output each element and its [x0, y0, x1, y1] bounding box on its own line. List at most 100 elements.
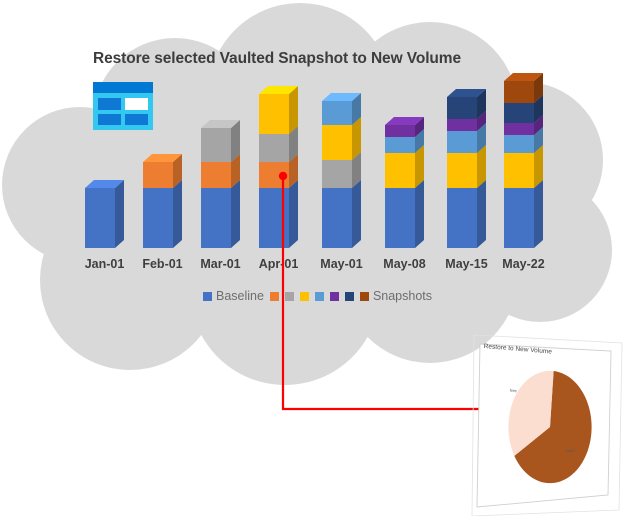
bar-segment-side [289, 154, 298, 188]
bar-3d-may-01 [322, 93, 361, 248]
bar-segment-front [504, 103, 534, 123]
dashboard-tiles-icon [93, 82, 153, 130]
inset-panel-frame [471, 334, 623, 517]
legend-item-series-6[interactable] [329, 291, 339, 301]
bar-may-22[interactable] [504, 0, 547, 516]
bar-segment-top [201, 120, 240, 128]
bar-segment-side [289, 86, 298, 134]
bar-segment-side [173, 154, 182, 188]
bar-feb-01[interactable] [143, 0, 186, 516]
bar-segment-side [415, 180, 424, 248]
bar-segment-front [447, 131, 477, 153]
bar-segment-side [534, 73, 543, 103]
bar-segment-side [534, 180, 543, 248]
bar-segment-side [534, 115, 543, 135]
bar-jan-01[interactable] [85, 0, 128, 516]
bar-segment-side [231, 120, 240, 162]
bar-segment-front [322, 101, 352, 125]
bar-3d-feb-01 [143, 154, 182, 248]
bar-segment-side [534, 145, 543, 188]
bar-segment-front [385, 125, 415, 137]
bar-segment-front [385, 137, 415, 153]
bar-segment-front [504, 153, 534, 188]
category-label-may-01: May-01 [320, 257, 363, 271]
legend-label: Baseline [215, 289, 264, 303]
bar-segment-front [143, 162, 173, 188]
category-label-may-22: May-22 [502, 257, 545, 271]
bar-segment-top [322, 93, 361, 101]
legend-item-snapshots[interactable]: Snapshots [359, 289, 433, 303]
bar-segment-front [322, 125, 352, 160]
bar-segment-side [415, 117, 424, 137]
chart-legend: Baseline Snapshots [0, 289, 635, 303]
bar-segment-side [231, 154, 240, 188]
bar-segment-side [231, 180, 240, 248]
bar-3d-mar-01 [201, 120, 240, 248]
bar-segment-top [385, 117, 424, 125]
pie-label-free: free [509, 387, 518, 394]
bar-segment-side [477, 180, 486, 248]
bar-segment-side [115, 180, 124, 248]
bar-3d-jan-01 [85, 180, 124, 248]
bar-3d-may-22 [504, 73, 543, 248]
bar-segment-top [447, 89, 486, 97]
bar-segment-front [447, 97, 477, 119]
bar-segment-side [352, 152, 361, 188]
legend-swatch-icon [269, 291, 279, 301]
legend-swatch-icon [359, 291, 369, 301]
bar-segment-front [504, 135, 534, 153]
bar-segment-front [322, 188, 352, 248]
bar-segment-front [447, 188, 477, 248]
bar-segment-side [477, 89, 486, 119]
legend-swatch-icon [344, 291, 354, 301]
bar-3d-may-08 [385, 117, 424, 248]
bar-segment-top [85, 180, 124, 188]
bar-segment-front [85, 188, 115, 248]
legend-item-series-4[interactable] [299, 291, 309, 301]
bar-segment-top [143, 154, 182, 162]
legend-item-baseline[interactable]: Baseline [202, 289, 264, 303]
bar-segment-top [259, 86, 298, 94]
bar-segment-side [415, 145, 424, 188]
category-label-may-15: May-15 [445, 257, 488, 271]
bar-segment-front [447, 153, 477, 188]
bar-segment-front [322, 160, 352, 188]
bar-mar-01[interactable] [201, 0, 244, 516]
bar-segment-front [201, 128, 231, 162]
bar-segment-side [352, 117, 361, 160]
bar-segment-front [143, 188, 173, 248]
bar-segment-side [477, 123, 486, 153]
legend-swatch-icon [314, 291, 324, 301]
bar-segment-side [477, 111, 486, 131]
bar-segment-front [504, 188, 534, 248]
bar-segment-front [201, 188, 231, 248]
legend-swatch-icon [284, 291, 294, 301]
bar-may-15[interactable] [447, 0, 490, 516]
category-label-mar-01: Mar-01 [200, 257, 241, 271]
bar-segment-top [504, 73, 543, 81]
pie-label-used: used [565, 447, 575, 454]
legend-swatch-icon [299, 291, 309, 301]
bar-segment-front [259, 134, 289, 162]
bar-segment-side [534, 95, 543, 123]
category-label-apr-01: Apr-01 [258, 257, 299, 271]
legend-item-series-7[interactable] [344, 291, 354, 301]
bar-segment-front [385, 153, 415, 188]
legend-item-series-2[interactable] [269, 291, 279, 301]
bar-segment-front [504, 81, 534, 103]
legend-item-series-3[interactable] [284, 291, 294, 301]
bar-segment-front [201, 162, 231, 188]
bar-segment-front [385, 188, 415, 248]
bar-may-01[interactable] [322, 0, 365, 516]
legend-item-series-5[interactable] [314, 291, 324, 301]
bar-segment-side [289, 180, 298, 248]
legend-label: Snapshots [372, 289, 433, 303]
bar-segment-side [173, 180, 182, 248]
restore-to-new-volume-inset[interactable]: Restore to New Volume free used [470, 330, 635, 517]
bar-segment-side [534, 127, 543, 153]
bar-may-08[interactable] [385, 0, 428, 516]
legend-swatch-icon [202, 291, 212, 301]
